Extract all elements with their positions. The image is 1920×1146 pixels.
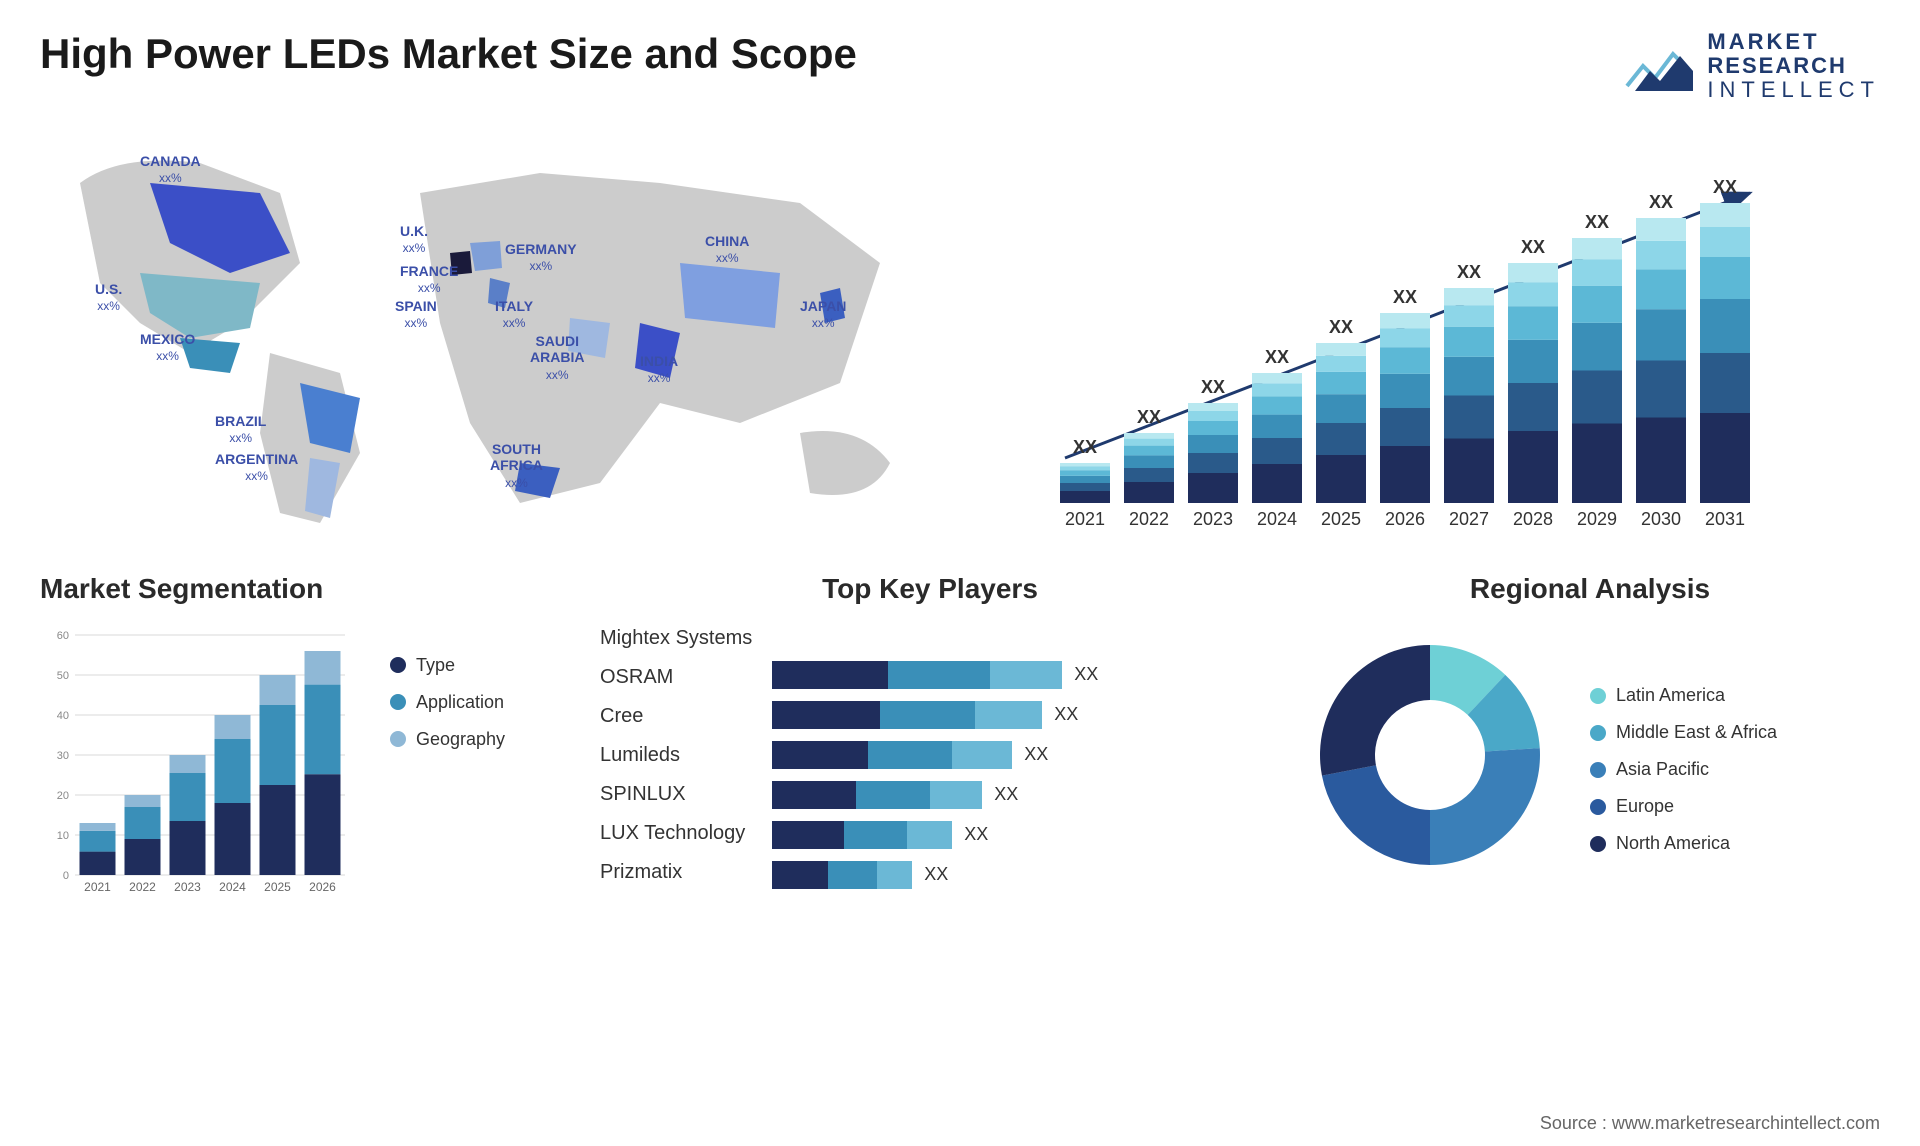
svg-text:XX: XX [1329, 317, 1353, 337]
svg-text:2023: 2023 [1193, 509, 1233, 529]
regional-title: Regional Analysis [1300, 573, 1880, 605]
key-players-section: Top Key Players Mightex Systems OSRAM Cree… [600, 573, 1260, 905]
regional-legend: Latin America Middle East & Africa Asia Pa… [1590, 685, 1777, 854]
map-label-saudiarabia: SAUDIARABIAxx% [530, 333, 584, 383]
map-label-spain: SPAINxx% [395, 298, 437, 332]
player-bar-row: XX [772, 661, 1260, 689]
svg-text:40: 40 [57, 710, 69, 722]
player-name: Mightex Systems [600, 627, 752, 650]
player-bar-row: XX [772, 741, 1260, 769]
segmentation-chart: 0 10 20 30 40 50 60 2021 2022 2023 2024 2025 2026 [40, 625, 360, 905]
logo-line2: RESEARCH [1707, 54, 1880, 78]
player-name: Cree [600, 705, 752, 728]
logo-icon [1625, 36, 1695, 96]
map-label-uk: U.K.xx% [400, 223, 428, 257]
svg-text:XX: XX [1201, 377, 1225, 397]
svg-text:XX: XX [1585, 212, 1609, 232]
player-bar-row: XX [772, 701, 1260, 729]
legend-item: Application [390, 692, 505, 713]
player-name: SPINLUX [600, 783, 752, 806]
map-china [680, 263, 780, 328]
market-size-chart: XX 2021 XX 2022 XX 2023 XX 2024 XX 2025 XX 2026 XX 20… [1000, 123, 1880, 543]
svg-text:2029: 2029 [1577, 509, 1617, 529]
player-bar-row: XX [772, 861, 1260, 889]
logo-line1: MARKET [1707, 30, 1880, 54]
map-label-brazil: BRAZILxx% [215, 413, 266, 447]
svg-text:XX: XX [1393, 287, 1417, 307]
svg-text:2025: 2025 [264, 880, 291, 894]
svg-text:2028: 2028 [1513, 509, 1553, 529]
map-label-germany: GERMANYxx% [505, 241, 577, 275]
svg-text:XX: XX [1713, 177, 1737, 197]
map-label-us: U.S.xx% [95, 281, 122, 315]
map-label-canada: CANADAxx% [140, 153, 201, 187]
svg-text:2030: 2030 [1641, 509, 1681, 529]
legend-item: Latin America [1590, 685, 1777, 706]
player-name: Lumileds [600, 744, 752, 767]
svg-text:2027: 2027 [1449, 509, 1489, 529]
regional-section: Regional Analysis Latin America Middle Ea… [1300, 573, 1880, 905]
svg-text:XX: XX [1073, 437, 1097, 457]
map-germany [470, 241, 502, 271]
svg-text:2023: 2023 [174, 880, 201, 894]
legend-item: Type [390, 655, 505, 676]
legend-item: Middle East & Africa [1590, 722, 1777, 743]
players-bars: XX XX XX XX XX XX [772, 625, 1260, 889]
svg-text:XX: XX [1457, 262, 1481, 282]
logo-line3: INTELLECT [1707, 78, 1880, 102]
svg-text:2024: 2024 [219, 880, 246, 894]
map-label-china: CHINAxx% [705, 233, 749, 267]
svg-text:2031: 2031 [1705, 509, 1745, 529]
svg-text:0: 0 [63, 870, 69, 882]
svg-text:2024: 2024 [1257, 509, 1297, 529]
map-label-india: INDIAxx% [640, 353, 678, 387]
legend-item: Europe [1590, 796, 1777, 817]
player-name: Prizmatix [600, 861, 752, 884]
map-label-japan: JAPANxx% [800, 298, 846, 332]
svg-text:2022: 2022 [129, 880, 156, 894]
page-title: High Power LEDs Market Size and Scope [40, 30, 857, 78]
svg-text:XX: XX [1265, 347, 1289, 367]
map-label-southafrica: SOUTHAFRICAxx% [490, 441, 543, 491]
svg-text:60: 60 [57, 630, 69, 642]
source-text: Source : www.marketresearchintellect.com [1540, 1113, 1880, 1134]
player-name: LUX Technology [600, 822, 752, 845]
map-argentina [305, 458, 340, 518]
segmentation-legend: Type Application Geography [390, 655, 505, 750]
svg-text:XX: XX [1137, 407, 1161, 427]
logo: MARKET RESEARCH INTELLECT [1625, 30, 1880, 103]
svg-text:2026: 2026 [309, 880, 336, 894]
map-label-france: FRANCExx% [400, 263, 458, 297]
player-bar-row: XX [772, 821, 1260, 849]
svg-text:XX: XX [1521, 237, 1545, 257]
legend-item: Geography [390, 729, 505, 750]
map-label-mexico: MEXICOxx% [140, 331, 195, 365]
player-bar-row: XX [772, 781, 1260, 809]
svg-text:2021: 2021 [1065, 509, 1105, 529]
svg-text:20: 20 [57, 790, 69, 802]
player-name: OSRAM [600, 666, 752, 689]
svg-text:XX: XX [1649, 192, 1673, 212]
svg-text:2026: 2026 [1385, 509, 1425, 529]
svg-text:2022: 2022 [1129, 509, 1169, 529]
svg-text:50: 50 [57, 670, 69, 682]
legend-item: Asia Pacific [1590, 759, 1777, 780]
players-labels: Mightex Systems OSRAM Cree Lumileds SPINLUX L… [600, 625, 752, 889]
svg-text:2021: 2021 [84, 880, 111, 894]
legend-item: North America [1590, 833, 1777, 854]
svg-text:2025: 2025 [1321, 509, 1361, 529]
svg-text:30: 30 [57, 750, 69, 762]
segmentation-title: Market Segmentation [40, 573, 560, 605]
key-players-title: Top Key Players [600, 573, 1260, 605]
map-label-italy: ITALYxx% [495, 298, 533, 332]
regional-donut [1300, 625, 1560, 885]
world-map: CANADAxx% U.S.xx% MEXICOxx% BRAZILxx% ARGENT… [40, 123, 940, 543]
svg-text:10: 10 [57, 830, 69, 842]
segmentation-section: Market Segmentation 0 10 20 30 40 50 60 2021 202… [40, 573, 560, 905]
map-label-argentina: ARGENTINAxx% [215, 451, 298, 485]
